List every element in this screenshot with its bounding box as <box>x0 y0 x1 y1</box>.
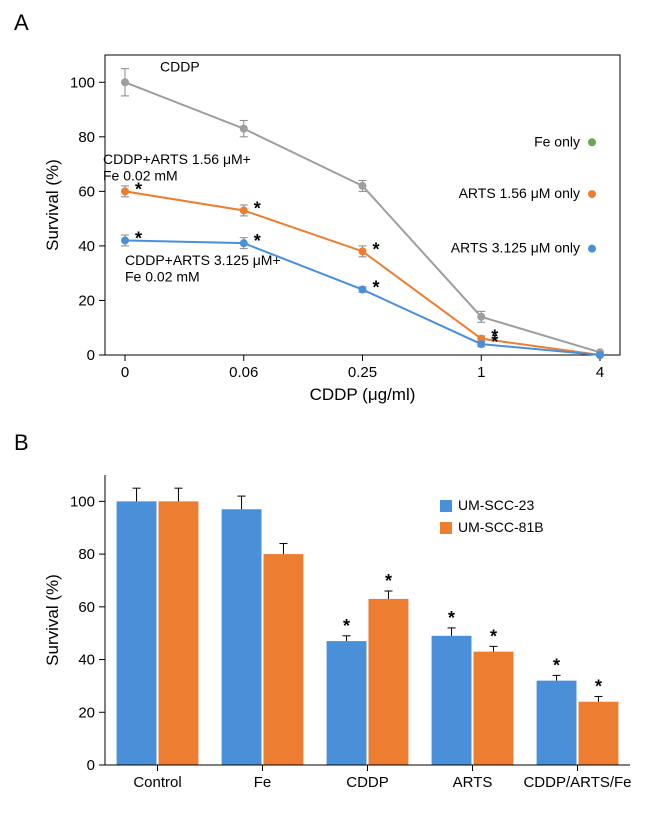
svg-text:0.25: 0.25 <box>348 364 377 381</box>
svg-text:*: * <box>553 655 560 675</box>
svg-text:ARTS 3.125 μM only: ARTS 3.125 μM only <box>451 240 580 256</box>
svg-text:0.06: 0.06 <box>229 364 258 381</box>
svg-text:ARTS 1.56 μM only: ARTS 1.56 μM only <box>459 185 580 201</box>
svg-text:Fe only: Fe only <box>534 133 580 149</box>
svg-text:CDDP (μg/ml): CDDP (μg/ml) <box>310 385 416 404</box>
svg-text:CDDP: CDDP <box>346 774 389 791</box>
svg-text:Survival (%): Survival (%) <box>43 159 62 251</box>
svg-text:*: * <box>373 278 380 298</box>
svg-text:*: * <box>343 616 350 636</box>
svg-text:*: * <box>385 571 392 591</box>
svg-text:Fe 0.02 mM: Fe 0.02 mM <box>103 167 178 183</box>
svg-text:CDDP/ARTS/Fe: CDDP/ARTS/Fe <box>523 774 631 791</box>
svg-text:UM-SCC-23: UM-SCC-23 <box>458 497 534 513</box>
svg-text:20: 20 <box>78 292 95 309</box>
svg-text:80: 80 <box>78 129 95 146</box>
svg-text:*: * <box>373 239 380 259</box>
svg-text:CDDP: CDDP <box>160 58 200 74</box>
svg-text:Fe 0.02 mM: Fe 0.02 mM <box>125 268 200 284</box>
svg-text:*: * <box>135 228 142 248</box>
svg-text:UM-SCC-81B: UM-SCC-81B <box>458 519 544 535</box>
svg-text:Control: Control <box>133 774 181 791</box>
svg-text:0: 0 <box>87 757 95 774</box>
svg-text:CDDP+ARTS 3.125 μM+: CDDP+ARTS 3.125 μM+ <box>125 252 281 268</box>
svg-text:*: * <box>448 608 455 628</box>
svg-text:80: 80 <box>78 546 95 563</box>
panel-b-chart: 0 20 40 60 80 100 Control Fe CDDP ARTS CDDP/ARTS/F… <box>40 460 646 810</box>
svg-text:60: 60 <box>78 599 95 616</box>
svg-text:CDDP+ARTS 1.56 μM+: CDDP+ARTS 1.56 μM+ <box>103 151 251 167</box>
svg-text:1: 1 <box>477 364 485 381</box>
svg-text:60: 60 <box>78 183 95 200</box>
svg-text:*: * <box>254 198 261 218</box>
panel-a-chart: 0 20 40 60 80 100 0 0.06 0.25 1 4 CDDP (μg/ml) Survi… <box>40 40 646 410</box>
svg-text:Fe: Fe <box>254 774 272 791</box>
svg-text:40: 40 <box>78 238 95 255</box>
svg-text:*: * <box>595 676 602 696</box>
svg-text:ARTS: ARTS <box>453 774 493 791</box>
svg-text:*: * <box>491 332 498 352</box>
panel-a-label: A <box>14 10 646 36</box>
svg-text:20: 20 <box>78 704 95 721</box>
svg-text:0: 0 <box>87 347 95 364</box>
svg-text:*: * <box>254 231 261 251</box>
svg-text:Survival (%): Survival (%) <box>43 574 62 666</box>
svg-text:4: 4 <box>596 364 604 381</box>
svg-text:100: 100 <box>70 493 95 510</box>
svg-text:*: * <box>490 626 497 646</box>
svg-text:100: 100 <box>70 74 95 91</box>
panel-b-label: B <box>14 430 646 456</box>
svg-text:40: 40 <box>78 652 95 669</box>
svg-text:0: 0 <box>121 364 129 381</box>
